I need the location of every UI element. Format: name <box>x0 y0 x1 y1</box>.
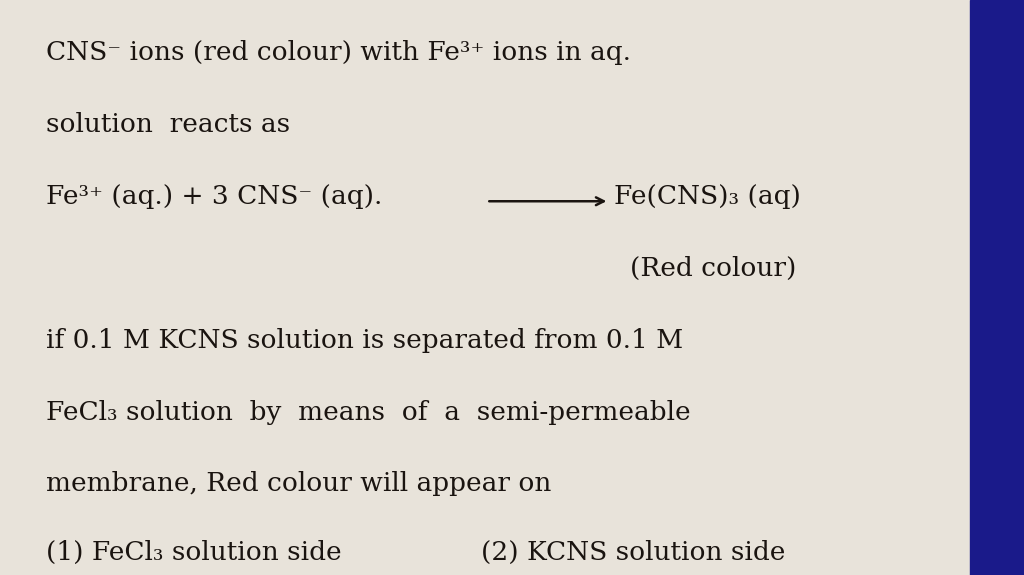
Text: if 0.1 M KCNS solution is separated from 0.1 M: if 0.1 M KCNS solution is separated from… <box>46 328 683 352</box>
Text: CNS⁻ ions (red colour) with Fe³⁺ ions in aq.: CNS⁻ ions (red colour) with Fe³⁺ ions in… <box>46 40 631 65</box>
Text: Fe³⁺ (aq.) + 3 CNS⁻ (aq).: Fe³⁺ (aq.) + 3 CNS⁻ (aq). <box>46 184 382 209</box>
Text: membrane, Red colour will appear on: membrane, Red colour will appear on <box>46 472 552 496</box>
Text: (1) FeCl₃ solution side: (1) FeCl₃ solution side <box>46 540 342 565</box>
Text: (2) KCNS solution side: (2) KCNS solution side <box>481 540 785 565</box>
Text: solution  reacts as: solution reacts as <box>46 112 290 137</box>
Text: Fe(CNS)₃ (aq): Fe(CNS)₃ (aq) <box>614 184 801 209</box>
Text: FeCl₃ solution  by  means  of  a  semi-permeable: FeCl₃ solution by means of a semi-permea… <box>46 400 691 424</box>
Text: (Red colour): (Red colour) <box>630 256 796 281</box>
